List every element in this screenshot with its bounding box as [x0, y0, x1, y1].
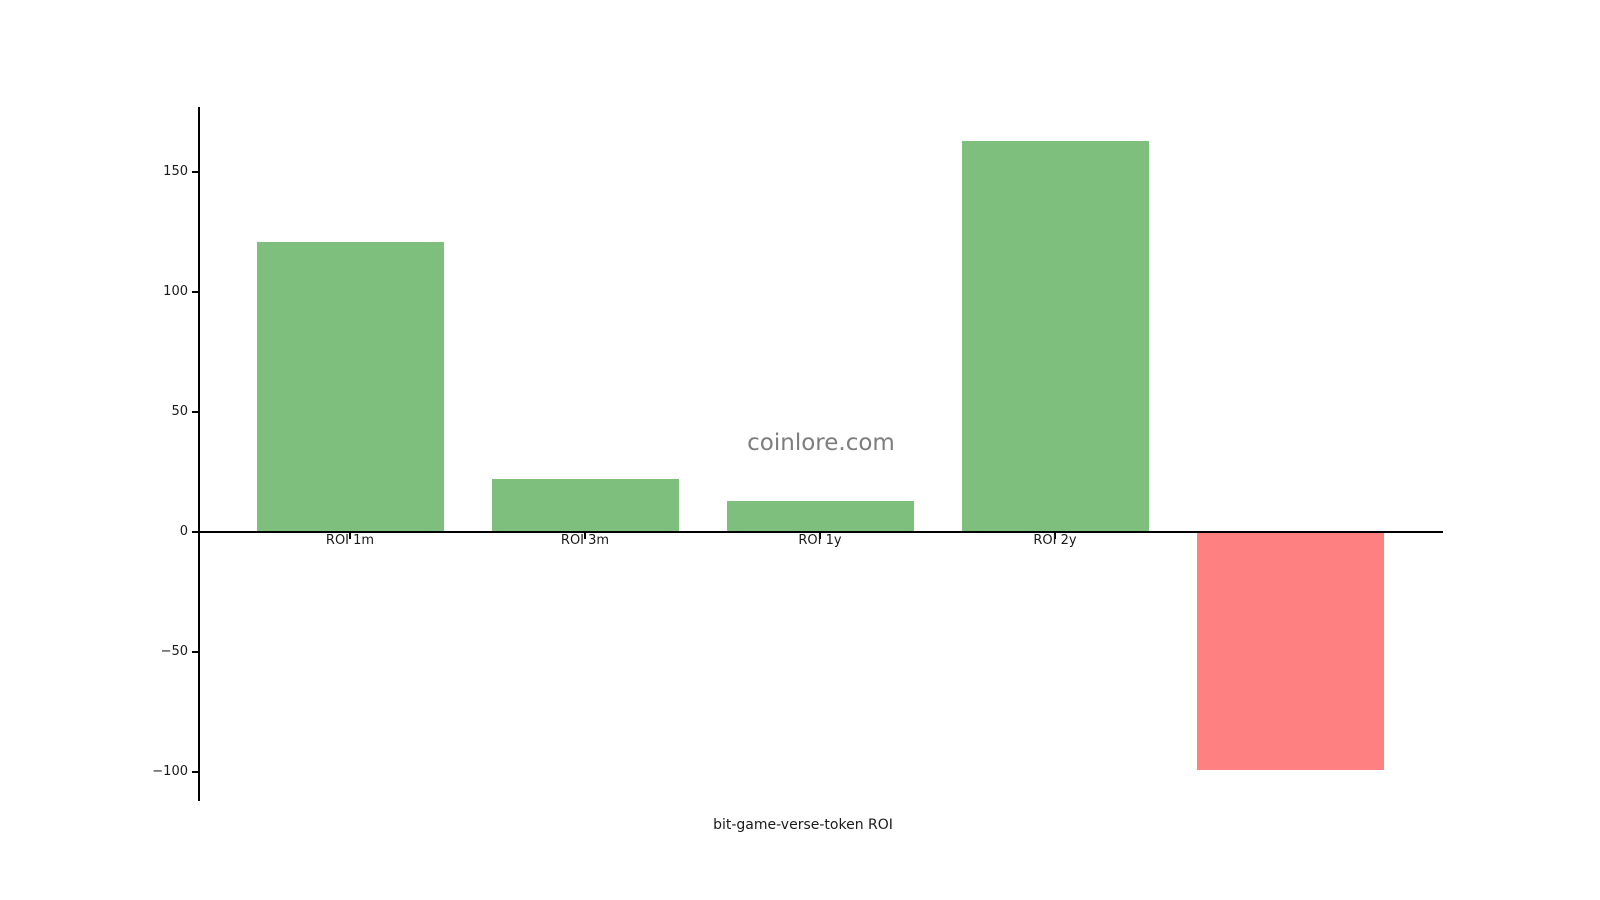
x-tick-label: ROI 2y [1033, 533, 1077, 548]
x-tick [349, 533, 351, 539]
x-tick-label: ROI 3m [560, 533, 610, 548]
y-tick [192, 171, 198, 173]
x-tick [584, 533, 586, 539]
bar-unlabeled [1196, 532, 1384, 770]
y-tick [192, 291, 198, 293]
y-tick [192, 651, 198, 653]
x-tick-label: ROI 1y [798, 533, 842, 548]
bar-roi-1m [256, 241, 444, 532]
y-tick-label: 100 [163, 284, 188, 299]
y-tick-label: −50 [160, 644, 188, 659]
y-tick [192, 411, 198, 413]
bar-roi-3m [491, 479, 679, 532]
x-tick-label: ROI 1m [325, 533, 375, 548]
x-axis-line [198, 531, 1443, 533]
y-tick-label: 0 [179, 524, 188, 539]
x-tick [1054, 533, 1056, 539]
x-tick [819, 533, 821, 539]
bar-roi-1y [726, 500, 914, 532]
chart-title: bit-game-verse-token ROI [713, 817, 893, 833]
y-tick [192, 531, 198, 533]
coinlore-watermark: coinlore.com [747, 430, 895, 456]
y-axis-spine [198, 107, 200, 801]
y-tick [192, 771, 198, 773]
y-tick-label: −100 [152, 764, 188, 779]
y-tick-label: 150 [163, 164, 188, 179]
bar-roi-2y [961, 140, 1149, 532]
y-tick-label: 50 [171, 404, 188, 419]
